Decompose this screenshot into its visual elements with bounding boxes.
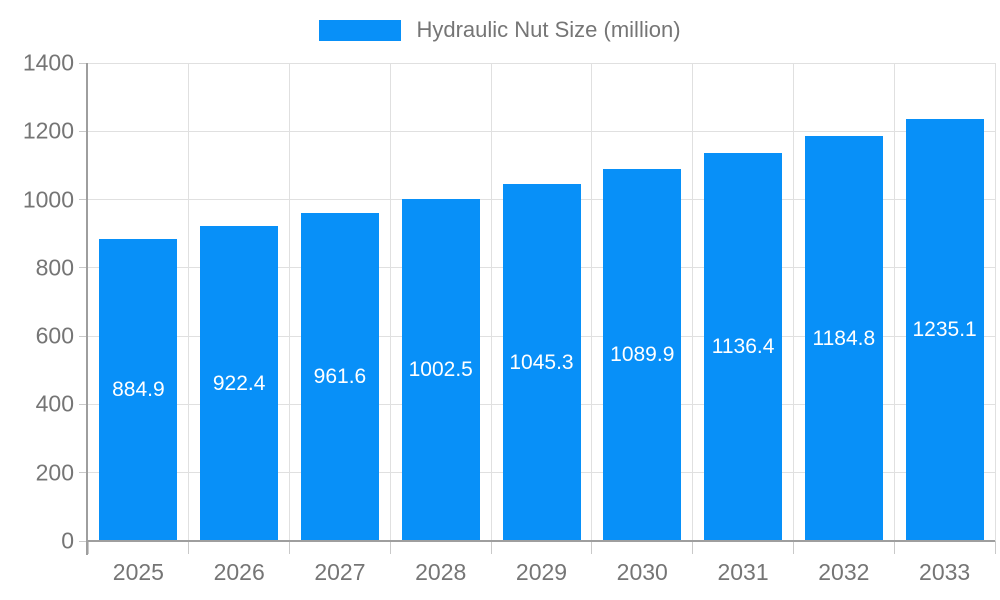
y-tick [79, 472, 88, 474]
y-tick [79, 130, 88, 132]
gridline-horizontal [88, 62, 995, 64]
x-tick [692, 541, 694, 554]
x-tick [87, 541, 89, 554]
x-axis-line [88, 540, 995, 542]
bar-2030[interactable] [603, 169, 682, 541]
gridline-vertical [389, 63, 391, 541]
y-axis-label: 800 [35, 254, 74, 281]
bar-2033[interactable] [905, 119, 984, 541]
bar-2032[interactable] [804, 136, 883, 541]
y-tick [79, 403, 88, 405]
legend-label: Hydraulic Nut Size (million) [416, 17, 681, 42]
x-axis-label: 2033 [919, 559, 971, 585]
x-tick [591, 541, 593, 554]
gridline-vertical [188, 63, 190, 541]
gridline-vertical [893, 63, 895, 541]
y-axis-label: 600 [35, 322, 74, 349]
x-axis-label: 2025 [112, 559, 164, 585]
bar-value-label: 1235.1 [912, 318, 977, 341]
y-tick [79, 62, 88, 64]
bar-2026[interactable] [200, 226, 279, 541]
bar-2027[interactable] [300, 213, 379, 541]
gridline-vertical [994, 63, 996, 541]
y-tick [79, 540, 88, 542]
x-tick [490, 541, 492, 554]
bar-value-label: 961.6 [313, 365, 367, 388]
bar-2031[interactable] [704, 153, 783, 541]
gridline-vertical [490, 63, 492, 541]
x-axis-label: 2027 [314, 559, 366, 585]
gridline-horizontal [88, 130, 995, 132]
x-tick [289, 541, 291, 554]
gridline-vertical [289, 63, 291, 541]
legend-swatch [319, 19, 402, 41]
gridline-vertical [692, 63, 694, 541]
x-tick [792, 541, 794, 554]
x-tick [188, 541, 190, 554]
bar-value-label: 1002.5 [408, 358, 473, 381]
x-tick [893, 541, 895, 554]
y-axis-label: 200 [35, 459, 74, 486]
gridline-vertical [591, 63, 593, 541]
y-axis-label: 400 [35, 390, 74, 417]
gridline-vertical [792, 63, 794, 541]
y-axis-label: 1200 [22, 117, 74, 144]
y-tick [79, 199, 88, 201]
bar-value-label: 1045.3 [509, 350, 574, 374]
y-tick [79, 335, 88, 337]
bar-value-label: 1184.8 [812, 326, 876, 350]
y-axis-label: 0 [61, 527, 74, 554]
bar-value-label: 884.9 [112, 378, 165, 401]
y-axis-label: 1400 [22, 49, 74, 76]
x-axis-label: 2026 [213, 559, 265, 585]
x-axis-label: 2031 [717, 559, 769, 585]
x-axis-label: 2029 [515, 559, 568, 585]
legend[interactable]: Hydraulic Nut Size (million) [0, 17, 1000, 43]
x-axis-label: 2030 [616, 559, 668, 585]
x-axis-label: 2032 [818, 559, 870, 585]
x-tick [389, 541, 391, 554]
y-tick [79, 267, 88, 269]
bar-2028[interactable] [401, 199, 480, 541]
x-tick [994, 541, 996, 554]
bar-value-label: 1089.9 [610, 343, 675, 366]
y-axis-label: 1000 [22, 186, 74, 213]
x-axis-label: 2028 [415, 559, 467, 585]
bar-2029[interactable] [502, 184, 581, 541]
bar-2025[interactable] [99, 239, 178, 541]
bar-value-label: 922.4 [212, 371, 266, 395]
y-axis-line [86, 63, 88, 555]
bar-value-label: 1136.4 [711, 335, 775, 358]
